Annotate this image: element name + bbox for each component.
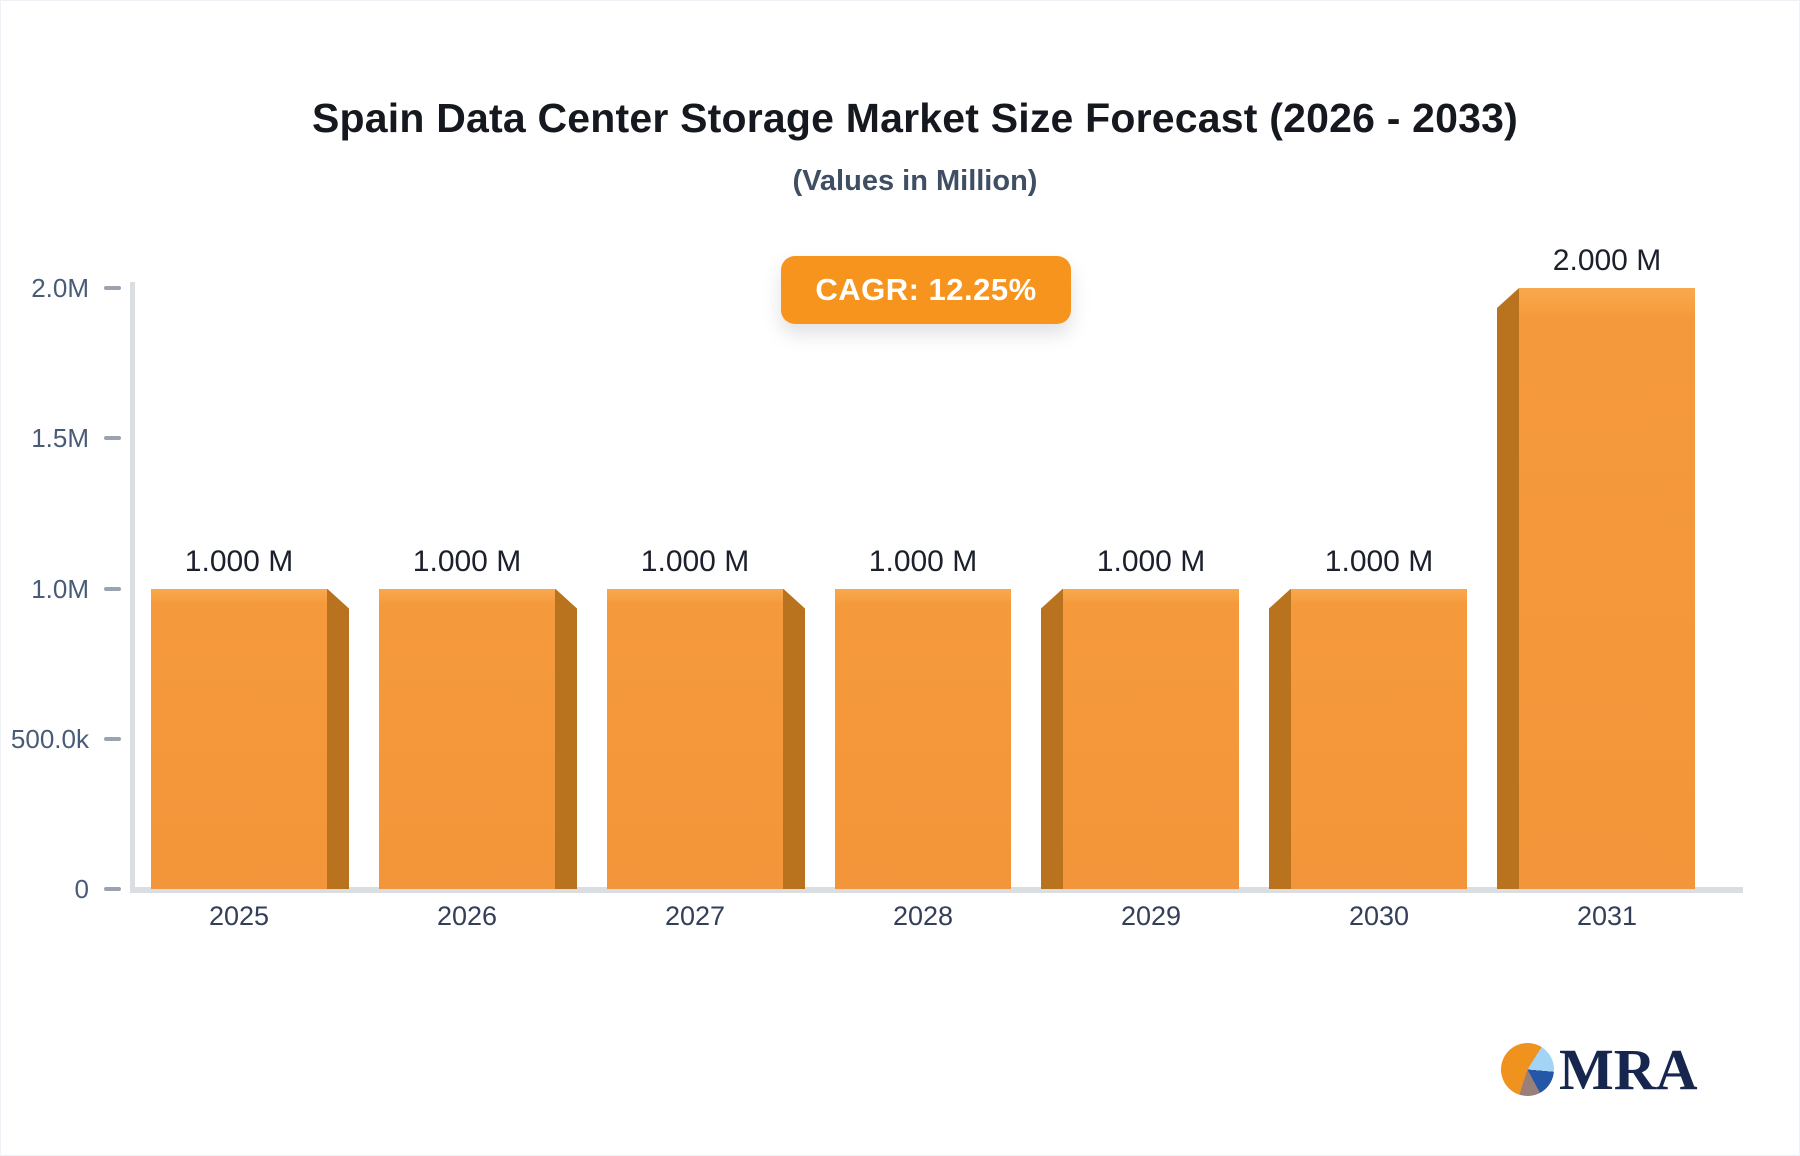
y-axis-tick-label-0: 0 [74,874,89,904]
x-axis-label-2028: 2028 [892,901,954,931]
y-axis-tick-mark-1.5M [104,436,121,441]
x-axis-label-2029: 2029 [1120,901,1182,931]
bar-2026 [379,588,555,889]
x-axis-baseline [130,887,1743,893]
y-axis-tick-mark-2.0M [104,286,121,290]
bar-2030-side-shadow [1269,588,1291,889]
y-axis-line [130,282,135,893]
y-axis-tick-mark-500.0k [104,736,121,741]
chart-subtitle: (Values in Million) [792,165,1038,197]
brand-logo: MRA [1501,1039,1698,1099]
bar-2030 [1291,588,1467,889]
bar-value-label-2026: 1.000 M [412,544,522,578]
bar-value-label-2029: 1.000 M [1096,544,1206,578]
bar-value-label-2030: 1.000 M [1324,544,1434,578]
y-axis-tick-label-500.0k: 500.0k [10,723,89,754]
bar-2026-side-shadow [555,588,577,889]
chart-title: Spain Data Center Storage Market Size Fo… [311,95,1519,141]
x-axis-label-2026: 2026 [436,901,498,931]
y-axis-tick-label-1.5M: 1.5M [31,423,89,454]
bar-2031-side-shadow [1497,288,1519,889]
x-axis-label-2025: 2025 [208,901,270,931]
bar-2029-side-shadow [1041,588,1063,889]
y-axis-tick-label-1.0M: 1.0M [31,573,89,604]
bar-2025 [151,588,327,889]
logo-pie-icon [1501,1042,1554,1096]
bar-2027-side-shadow [783,588,805,889]
bar-value-label-2027: 1.000 M [640,544,750,578]
cagr-badge: CAGR: 12.25% [781,256,1071,324]
bar-value-label-2031: 2.000 M [1552,244,1662,277]
bar-2027 [607,588,783,889]
x-axis-label-2030: 2030 [1348,901,1410,931]
x-axis-label-2027: 2027 [664,901,726,931]
y-axis-tick-mark-0 [104,887,121,891]
bar-2031 [1519,288,1695,889]
bar-value-label-2028: 1.000 M [868,544,978,578]
bar-value-label-2025: 1.000 M [184,544,294,578]
bar-2025-side-shadow [327,588,349,889]
y-axis-tick-mark-1.0M [104,586,121,591]
bar-2029 [1063,588,1239,889]
logo-text: MRA [1559,1036,1698,1102]
bar-2028 [835,588,1011,889]
y-axis-tick-label-2.0M: 2.0M [31,273,89,303]
x-axis-label-2031: 2031 [1576,901,1638,931]
cagr-badge-label: CAGR: 12.25% [815,272,1037,307]
